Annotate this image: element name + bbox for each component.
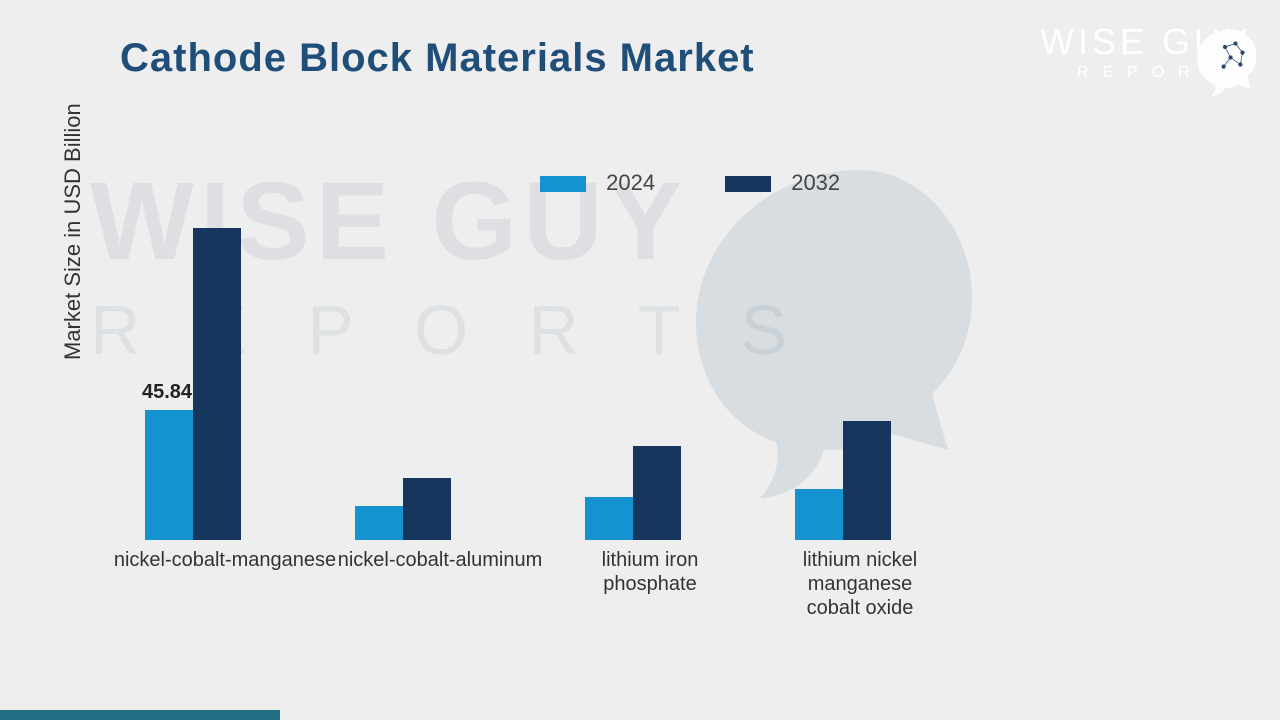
chart-plot-area: 45.84 [95, 200, 915, 540]
bar-2032-lfp [633, 446, 681, 540]
x-label-ncm: nickel-cobalt-manganese [95, 548, 355, 572]
x-label-nmc: lithium nickel manganese cobalt oxide [790, 548, 930, 620]
legend-swatch-2032 [725, 176, 771, 192]
x-label-lfp: lithium iron phosphate [580, 548, 720, 596]
bottom-accent-bar [0, 710, 280, 720]
legend-swatch-2024 [540, 176, 586, 192]
bar-2024-lfp [585, 497, 633, 540]
bar-2024-nmc [795, 489, 843, 540]
legend-item-2024: 2024 [540, 170, 655, 196]
x-label-nca: nickel-cobalt-aluminum [320, 548, 560, 572]
legend-label-2032: 2032 [791, 170, 840, 195]
logo-head-icon [1190, 26, 1260, 96]
legend-item-2032: 2032 [725, 170, 840, 196]
y-axis-label: Market Size in USD Billion [60, 103, 86, 360]
infographic-stage: Cathode Block Materials Market WISE GUY … [0, 0, 1280, 720]
bar-2032-nca [403, 478, 451, 540]
page-title: Cathode Block Materials Market [120, 36, 755, 81]
bar-2032-nmc [843, 421, 891, 540]
bar-2024-nca [355, 506, 403, 540]
legend-label-2024: 2024 [606, 170, 655, 195]
bar-2024-ncm [145, 410, 193, 540]
legend: 2024 2032 [540, 170, 840, 196]
value-label-ncm: 45.84 [127, 381, 207, 404]
